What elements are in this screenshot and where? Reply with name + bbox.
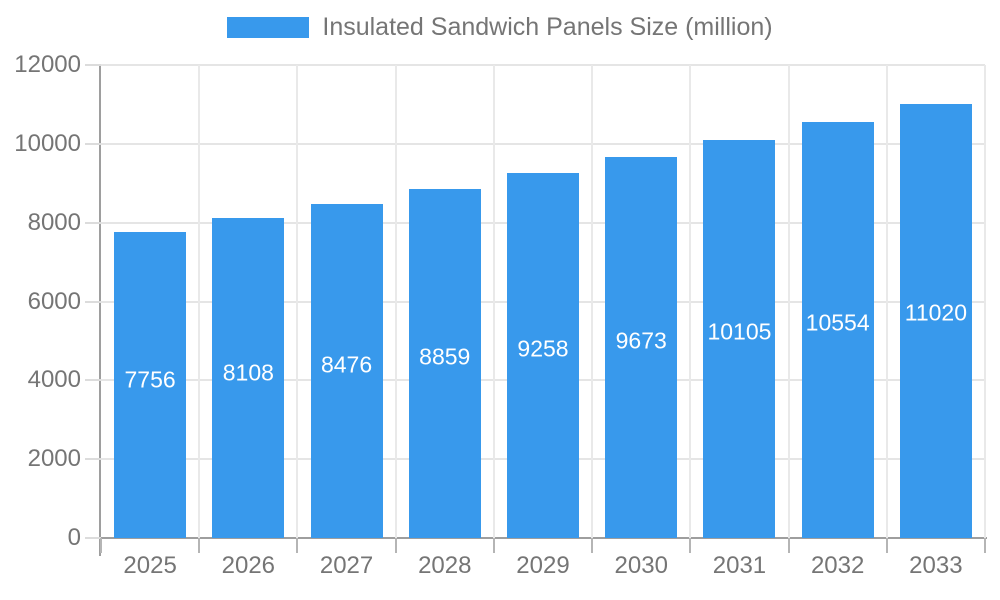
bar-value-label: 8108 — [222, 359, 274, 386]
y-tick — [85, 221, 101, 224]
y-tick — [85, 142, 101, 145]
gridline-v — [984, 65, 986, 538]
x-axis-label: 2031 — [712, 552, 767, 579]
bar-2028[interactable] — [408, 188, 481, 538]
bar-value-label: 10105 — [707, 318, 772, 345]
bar-2030[interactable] — [605, 156, 678, 538]
legend-swatch-icon — [227, 17, 310, 39]
x-axis-label: 2029 — [516, 552, 570, 579]
bar-2032[interactable] — [801, 122, 874, 538]
x-tick — [296, 538, 299, 553]
gridline-v — [787, 65, 790, 538]
x-tick — [787, 538, 790, 553]
gridline-v — [198, 65, 201, 538]
y-axis-label: 12000 — [14, 51, 81, 78]
x-axis-label: 2025 — [123, 552, 177, 579]
gridline-v — [591, 65, 594, 538]
x-axis-label: 2027 — [319, 552, 374, 579]
x-axis-line — [85, 537, 987, 539]
x-tick — [591, 538, 594, 553]
bar-value-label: 7756 — [124, 366, 176, 393]
y-axis-label: 8000 — [27, 208, 81, 236]
y-tick — [85, 458, 101, 461]
x-axis-label: 2028 — [418, 552, 472, 579]
bar-2027[interactable] — [310, 203, 383, 538]
plot-area: 7756 8108 8476 8859 9258 9673 10105 10554 11020 — [85, 64, 986, 553]
y-axis-label: 0 — [67, 524, 81, 551]
x-tick — [689, 538, 692, 553]
y-tick — [85, 64, 101, 66]
bar-value-label: 11020 — [904, 299, 967, 326]
y-tick — [85, 537, 101, 539]
y-tick — [85, 379, 101, 382]
gridline-v — [885, 65, 888, 538]
y-axis-label: 6000 — [27, 287, 81, 315]
y-axis-label: 2000 — [27, 445, 81, 473]
x-tick — [492, 538, 495, 553]
legend-label: Insulated Sandwich Panels Size (million) — [322, 13, 773, 41]
bar-2026[interactable] — [212, 218, 285, 538]
bar-value-label: 9258 — [517, 335, 569, 362]
legend[interactable]: Insulated Sandwich Panels Size (million) — [0, 13, 1000, 42]
bar-2033[interactable] — [899, 103, 972, 538]
bar-value-label: 8859 — [419, 343, 471, 370]
bar-2031[interactable] — [703, 139, 776, 538]
gridline-v — [296, 65, 299, 538]
y-axis-line — [99, 65, 101, 556]
gridline-h — [101, 142, 985, 145]
x-tick — [885, 538, 888, 553]
bar-2029[interactable] — [507, 173, 579, 538]
gridline-h — [101, 64, 985, 66]
x-axis-label: 2032 — [810, 552, 865, 579]
bar-value-label: 9673 — [615, 327, 667, 354]
y-axis-label: 10000 — [14, 129, 81, 157]
x-tick — [100, 538, 102, 553]
gridline-v — [492, 65, 495, 538]
x-tick — [198, 538, 201, 553]
x-tick — [394, 538, 397, 553]
y-axis-label: 4000 — [27, 366, 81, 394]
bar-2025[interactable] — [114, 232, 187, 538]
x-axis-label: 2030 — [614, 552, 668, 579]
x-axis-label: 2026 — [221, 552, 276, 579]
x-tick — [984, 538, 986, 553]
x-axis-label: 2033 — [909, 552, 963, 579]
gridline-v — [689, 65, 692, 538]
gridline-v — [394, 65, 397, 538]
y-tick — [85, 300, 101, 303]
bar-value-label: 10554 — [805, 309, 870, 336]
bar-value-label: 8476 — [320, 351, 373, 378]
